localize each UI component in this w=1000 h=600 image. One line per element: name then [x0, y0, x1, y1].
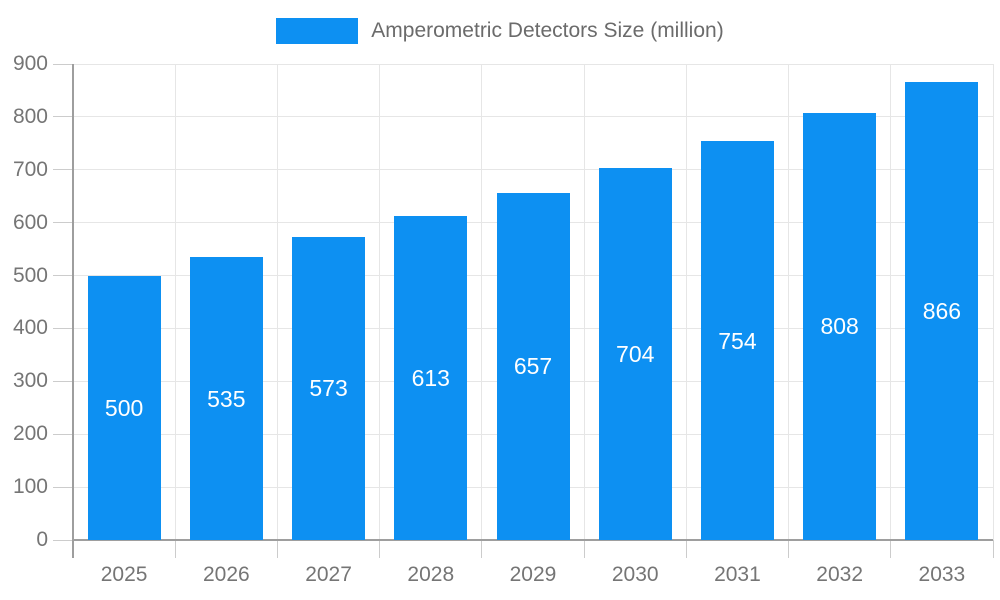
y-axis-tick [53, 380, 73, 382]
x-axis-label: 2030 [611, 563, 659, 586]
y-axis-label: 700 [12, 157, 48, 181]
x-axis-tick [481, 540, 483, 558]
y-axis-label: 800 [12, 104, 48, 128]
y-axis-tick [53, 116, 73, 118]
y-axis-tick [53, 327, 73, 329]
y-axis-label: 300 [12, 369, 48, 393]
bar[interactable] [598, 167, 672, 540]
x-axis-label: 2029 [509, 563, 557, 586]
y-axis-label: 900 [12, 52, 48, 75]
legend-label: Amperometric Detectors Size (million) [371, 19, 724, 42]
x-axis-tick [379, 540, 381, 558]
bar[interactable] [87, 275, 161, 540]
v-gridline [481, 64, 483, 540]
v-gridline [685, 64, 687, 540]
y-axis-tick [53, 539, 73, 541]
y-axis-label: 200 [12, 422, 48, 446]
x-axis-tick [583, 540, 585, 558]
y-axis-tick [53, 433, 73, 435]
v-gridline [788, 64, 790, 540]
x-axis-label: 2031 [714, 563, 761, 586]
y-axis-line [72, 64, 74, 558]
x-axis-tick [276, 540, 278, 558]
x-axis-label: 2033 [918, 563, 966, 586]
legend-swatch [276, 18, 359, 44]
bar[interactable] [394, 215, 468, 540]
v-gridline [174, 64, 176, 540]
bar-value-label: 500 [104, 394, 144, 421]
v-gridline [379, 64, 381, 540]
x-axis-line [73, 539, 993, 541]
bar[interactable] [496, 192, 570, 540]
bar-value-label: 754 [718, 327, 757, 354]
bar[interactable] [905, 81, 979, 540]
x-axis-label: 2027 [305, 563, 352, 586]
x-axis-tick [890, 540, 892, 558]
bar-value-label: 808 [820, 313, 859, 340]
y-axis-tick [53, 222, 73, 224]
bar[interactable] [292, 236, 366, 540]
x-axis-tick [174, 540, 176, 558]
bar[interactable] [803, 112, 877, 540]
h-gridline [73, 116, 993, 118]
y-axis-label: 500 [12, 263, 48, 287]
x-axis-label: 2032 [816, 563, 864, 586]
x-axis-tick [685, 540, 687, 558]
y-axis-tick [53, 169, 73, 171]
bar-value-label: 866 [922, 297, 962, 324]
x-axis-label: 2028 [407, 563, 455, 586]
y-axis-label: 0 [36, 528, 48, 551]
y-axis-tick [53, 275, 73, 277]
x-axis-label: 2026 [202, 563, 250, 586]
legend[interactable]: Amperometric Detectors Size (million) [0, 16, 1000, 46]
bar[interactable] [189, 257, 263, 540]
v-gridline [992, 64, 994, 540]
y-axis-label: 400 [12, 316, 48, 340]
y-axis-tick [53, 486, 73, 488]
bar-value-label: 613 [411, 364, 450, 391]
v-gridline [583, 64, 585, 540]
y-axis-label: 600 [12, 210, 48, 234]
bar-value-label: 535 [207, 385, 246, 412]
x-axis-tick [788, 540, 790, 558]
y-axis-label: 100 [12, 475, 48, 499]
v-gridline [276, 64, 278, 540]
x-axis-tick [992, 540, 994, 558]
bar-value-label: 657 [513, 353, 553, 380]
bar-value-label: 704 [616, 340, 655, 367]
v-gridline [890, 64, 892, 540]
h-gridline [73, 63, 993, 65]
bar[interactable] [700, 141, 774, 540]
y-axis-tick [53, 63, 73, 65]
bar-value-label: 573 [309, 375, 348, 402]
h-gridline [73, 169, 993, 171]
x-axis-label: 2025 [100, 563, 148, 586]
